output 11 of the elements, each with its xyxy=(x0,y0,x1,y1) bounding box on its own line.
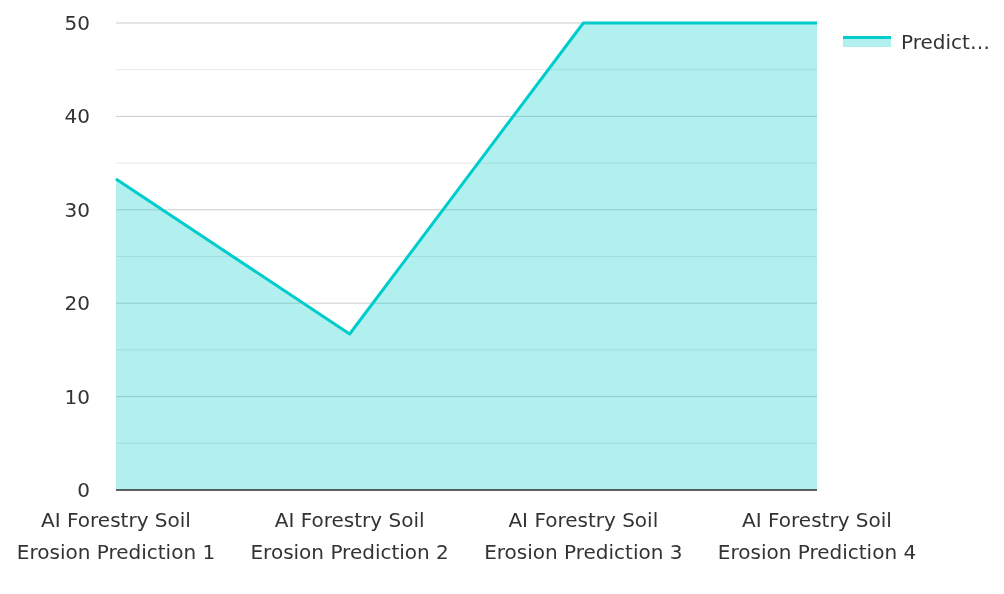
y-tick-label: 40 xyxy=(64,104,90,129)
y-tick-label: 0 xyxy=(77,477,90,502)
x-tick-label: AI Forestry Soil Erosion Prediction 3 xyxy=(484,508,683,564)
y-tick-label: 30 xyxy=(64,197,90,222)
x-tick-label: AI Forestry Soil Erosion Prediction 4 xyxy=(717,508,917,564)
legend-label: Predict… xyxy=(901,29,990,54)
y-tick-label: 20 xyxy=(64,291,90,316)
y-tick-label: 10 xyxy=(64,384,90,409)
x-tick-label: AI Forestry Soil Erosion Prediction 2 xyxy=(250,508,449,564)
x-tick-label: AI Forestry Soil Erosion Prediction 1 xyxy=(16,508,216,564)
y-tick-label: 50 xyxy=(64,10,90,35)
